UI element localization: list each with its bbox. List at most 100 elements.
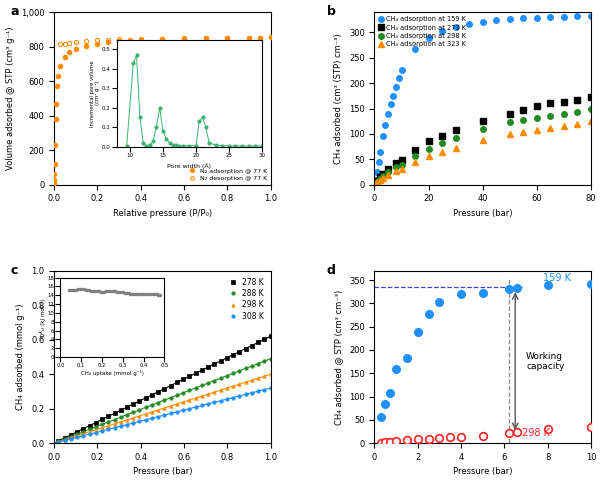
308 K	[104, 427, 112, 432]
308 K	[61, 437, 68, 443]
CH₄ adsorption at 159 K	[560, 14, 568, 19]
288 K	[98, 422, 106, 428]
278 K	[155, 389, 162, 394]
278 K	[260, 337, 268, 342]
N₂ adsorption @ 77 K	[202, 36, 209, 41]
Line: CH₄ adsorption at 273 K: CH₄ adsorption at 273 K	[373, 94, 594, 187]
CH₄ adsorption at 298 K	[574, 109, 581, 114]
308 K	[242, 392, 249, 397]
CH₄ adsorption at 159 K	[533, 15, 541, 20]
CH₄ adsorption at 159 K	[375, 159, 382, 165]
N₂ adsorption @ 77 K	[65, 49, 73, 55]
CH₄ adsorption at 323 K	[398, 166, 405, 172]
Line: CH₄ adsorption at 298 K: CH₄ adsorption at 298 K	[373, 106, 594, 187]
298 K	[236, 381, 243, 387]
CH₄ adsorption at 273 K	[412, 147, 419, 153]
288 K	[130, 410, 137, 415]
308 K	[130, 420, 137, 426]
Y-axis label: CH₄ adsorbed (mmol g⁻¹): CH₄ adsorbed (mmol g⁻¹)	[16, 304, 25, 410]
278 K	[248, 342, 256, 348]
CH₄ adsorption at 273 K	[506, 111, 514, 116]
298 K	[142, 411, 149, 417]
298 K	[267, 371, 274, 377]
N₂ adsorption @ 77 K	[53, 101, 60, 107]
N₂ adsorption @ 77 K	[104, 39, 112, 45]
CH₄ adsorption at 298 K	[425, 146, 432, 152]
CH₄ adsorption at 159 K	[547, 14, 554, 20]
278 K	[104, 413, 112, 419]
288 K	[267, 356, 274, 362]
CH₄ adsorption at 273 K	[425, 138, 432, 144]
N₂ desorption @ 77 K	[158, 36, 166, 41]
278 K	[217, 358, 224, 364]
CH₄ adsorption at 298 K	[452, 135, 459, 141]
CH₄ adsorption at 159 K	[587, 13, 595, 19]
288 K	[192, 385, 199, 391]
CH₄ adsorption at 159 K	[372, 177, 379, 183]
288 K	[92, 424, 100, 430]
CH₄ adsorption at 273 K	[398, 157, 405, 163]
X-axis label: Pressure (bar): Pressure (bar)	[453, 468, 512, 476]
N₂ adsorption @ 77 K	[267, 35, 274, 40]
288 K	[198, 383, 205, 389]
CH₄ adsorption at 273 K	[479, 118, 487, 124]
Y-axis label: CH₄ adsorbed @ STP (cm³ cm⁻³): CH₄ adsorbed @ STP (cm³ cm⁻³)	[334, 289, 343, 425]
Line: 308 K: 308 K	[56, 386, 272, 444]
X-axis label: Pressure (bar): Pressure (bar)	[133, 468, 192, 476]
278 K	[136, 398, 143, 404]
308 K	[211, 399, 218, 405]
278 K	[223, 355, 230, 361]
CH₄ adsorption at 159 K	[371, 179, 379, 185]
308 K	[55, 439, 62, 445]
298 K	[248, 377, 256, 383]
N₂ desorption @ 77 K	[181, 36, 188, 41]
298 K	[173, 401, 181, 407]
N₂ adsorption @ 77 K	[55, 73, 62, 79]
CH₄ adsorption at 298 K	[506, 119, 514, 125]
Text: Working
capacity: Working capacity	[526, 352, 565, 371]
298 K	[179, 399, 187, 405]
288 K	[205, 380, 212, 386]
N₂ desorption @ 77 K	[202, 35, 209, 41]
CH₄ adsorption at 298 K	[412, 153, 419, 159]
CH₄ adsorption at 273 K	[574, 97, 581, 103]
CH₄ adsorption at 159 K	[379, 133, 386, 139]
N₂ desorption @ 77 K	[256, 35, 263, 40]
Text: b: b	[327, 5, 336, 19]
N₂ adsorption @ 77 K	[181, 36, 188, 42]
288 K	[173, 393, 181, 398]
CH₄ adsorption at 323 K	[574, 121, 581, 127]
288 K	[260, 358, 268, 364]
CH₄ adsorption at 323 K	[425, 153, 432, 159]
278 K	[198, 367, 205, 373]
CH₄ adsorption at 159 K	[385, 111, 392, 116]
308 K	[192, 404, 199, 410]
Legend: CH₄ adsorption at 159 K, CH₄ adsorption at 273 K, CH₄ adsorption at 298 K, CH₄ a: CH₄ adsorption at 159 K, CH₄ adsorption …	[376, 14, 469, 50]
278 K	[124, 404, 131, 410]
CH₄ adsorption at 298 K	[379, 173, 386, 179]
N₂ adsorption @ 77 K	[51, 171, 58, 177]
CH₄ adsorption at 298 K	[533, 115, 541, 121]
288 K	[217, 375, 224, 381]
CH₄ adsorption at 159 K	[520, 15, 527, 21]
278 K	[130, 401, 137, 407]
CH₄ adsorption at 159 K	[398, 68, 405, 74]
308 K	[73, 434, 80, 440]
CH₄ adsorption at 298 K	[372, 180, 379, 186]
Y-axis label: CH₄ adsorbed (cm³ (STP) cm⁻³): CH₄ adsorbed (cm³ (STP) cm⁻³)	[334, 33, 343, 164]
Line: N₂ desorption @ 77 K: N₂ desorption @ 77 K	[58, 35, 272, 46]
278 K	[142, 395, 149, 401]
298 K	[155, 407, 162, 413]
CH₄ adsorption at 159 K	[395, 75, 403, 81]
CH₄ adsorption at 273 K	[520, 107, 527, 112]
288 K	[124, 412, 131, 418]
N₂ desorption @ 77 K	[224, 35, 231, 41]
288 K	[117, 414, 124, 420]
Legend: 278 K, 288 K, 298 K, 308 K: 278 K, 288 K, 298 K, 308 K	[224, 275, 267, 323]
N₂ adsorption @ 77 K	[115, 38, 122, 44]
CH₄ adsorption at 298 K	[398, 162, 405, 168]
288 K	[161, 397, 168, 403]
308 K	[111, 425, 118, 431]
298 K	[148, 409, 155, 415]
278 K	[92, 420, 100, 426]
